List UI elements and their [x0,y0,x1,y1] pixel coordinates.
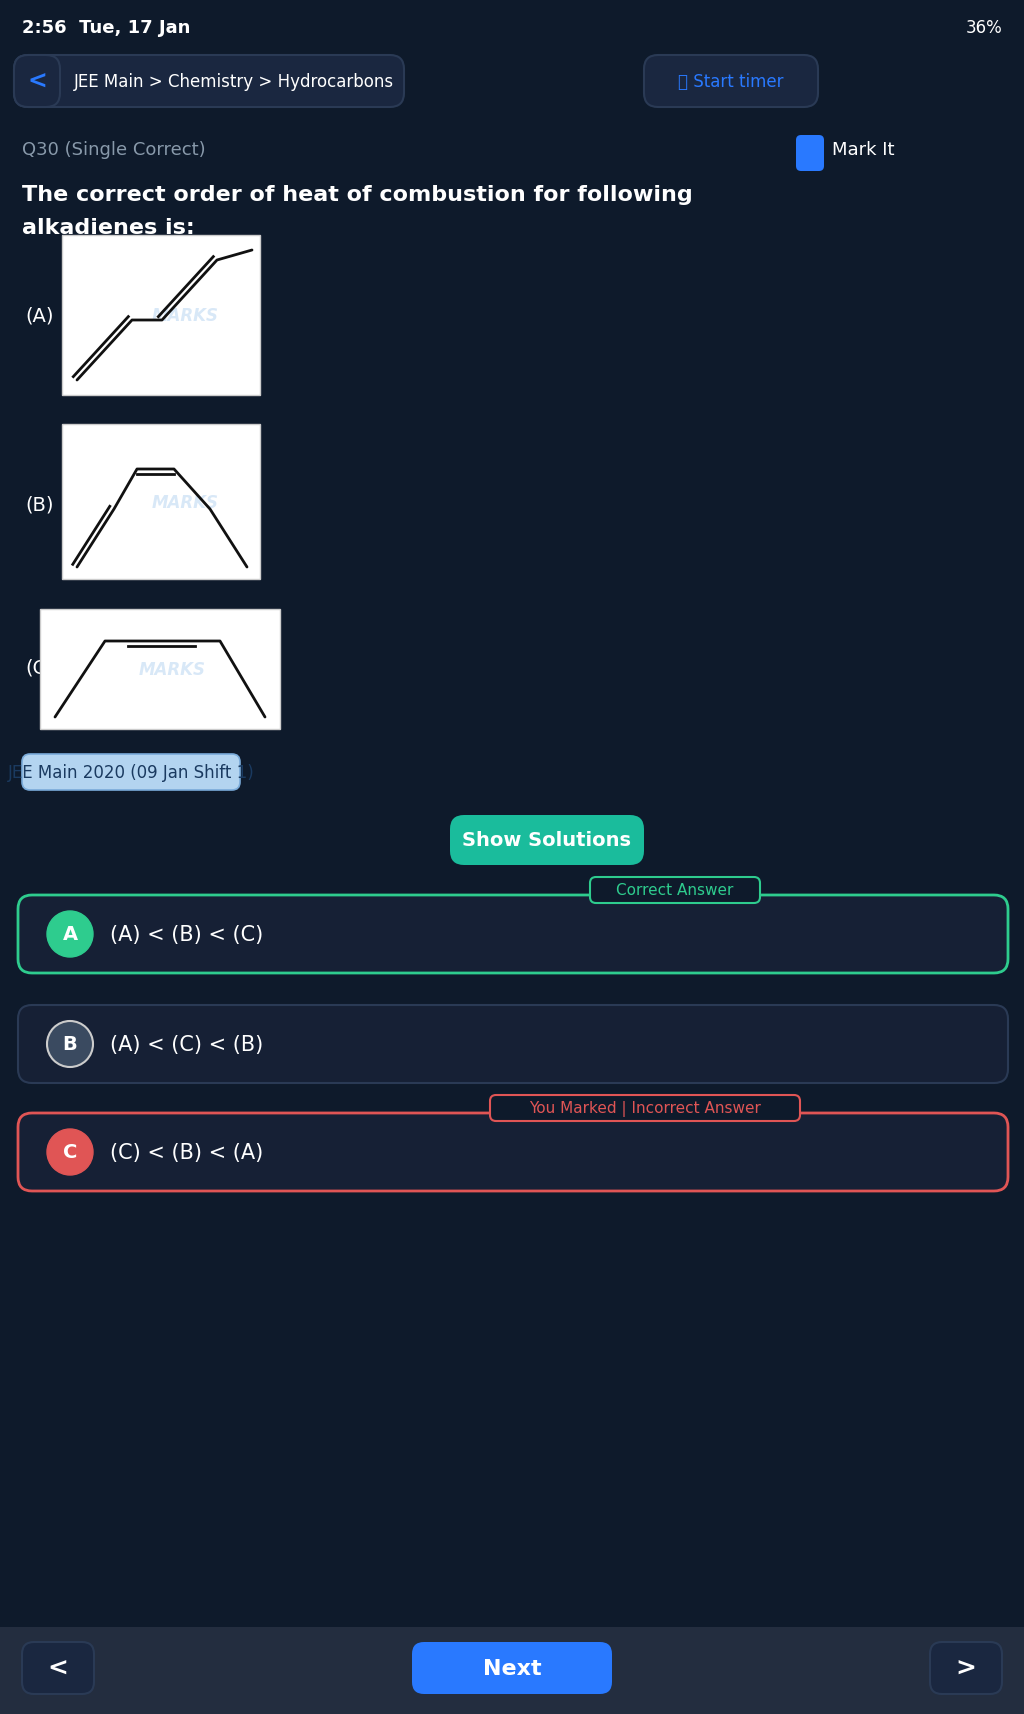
Text: C: C [62,1143,77,1162]
Text: 36%: 36% [966,19,1002,38]
FancyBboxPatch shape [930,1642,1002,1693]
FancyBboxPatch shape [22,754,240,790]
FancyBboxPatch shape [412,1642,612,1693]
Text: <: < [27,70,47,94]
FancyBboxPatch shape [62,425,260,579]
FancyBboxPatch shape [0,1627,1024,1714]
FancyBboxPatch shape [18,1114,1008,1191]
Text: >: > [955,1656,977,1680]
Text: (B): (B) [25,495,53,514]
Text: MARKS: MARKS [152,494,218,511]
Text: JEE Main 2020 (09 Jan Shift 1): JEE Main 2020 (09 Jan Shift 1) [7,763,254,782]
Text: A: A [62,926,78,944]
Text: Mark It: Mark It [831,141,895,159]
Text: (A) < (C) < (B): (A) < (C) < (B) [110,1034,263,1054]
FancyBboxPatch shape [40,610,280,730]
FancyBboxPatch shape [796,135,824,171]
Circle shape [47,1022,93,1068]
FancyBboxPatch shape [22,1642,94,1693]
Text: MARKS: MARKS [152,307,218,326]
Text: The correct order of heat of combustion for following: The correct order of heat of combustion … [22,185,693,206]
FancyBboxPatch shape [490,1095,800,1121]
Text: (A): (A) [25,307,53,326]
Text: <: < [47,1656,69,1680]
Text: Correct Answer: Correct Answer [616,883,733,898]
Text: (C): (C) [25,658,53,677]
FancyBboxPatch shape [14,57,60,108]
Text: (C) < (B) < (A): (C) < (B) < (A) [110,1142,263,1162]
Circle shape [47,912,93,958]
Text: You Marked | Incorrect Answer: You Marked | Incorrect Answer [529,1100,761,1116]
Text: 2:56  Tue, 17 Jan: 2:56 Tue, 17 Jan [22,19,190,38]
FancyBboxPatch shape [14,57,404,108]
FancyBboxPatch shape [18,895,1008,974]
FancyBboxPatch shape [644,57,818,108]
Text: ⏱ Start timer: ⏱ Start timer [678,74,783,91]
Text: Show Solutions: Show Solutions [463,831,632,850]
FancyBboxPatch shape [62,237,260,396]
FancyBboxPatch shape [450,816,644,866]
Text: (A) < (B) < (C): (A) < (B) < (C) [110,924,263,944]
Text: Next: Next [482,1657,542,1678]
Text: MARKS: MARKS [138,660,206,679]
Text: B: B [62,1035,78,1054]
Text: Q30 (Single Correct): Q30 (Single Correct) [22,141,206,159]
FancyBboxPatch shape [590,878,760,903]
Text: JEE Main > Chemistry > Hydrocarbons: JEE Main > Chemistry > Hydrocarbons [74,74,394,91]
Text: alkadienes is:: alkadienes is: [22,218,195,238]
FancyBboxPatch shape [18,1006,1008,1083]
Circle shape [47,1130,93,1176]
